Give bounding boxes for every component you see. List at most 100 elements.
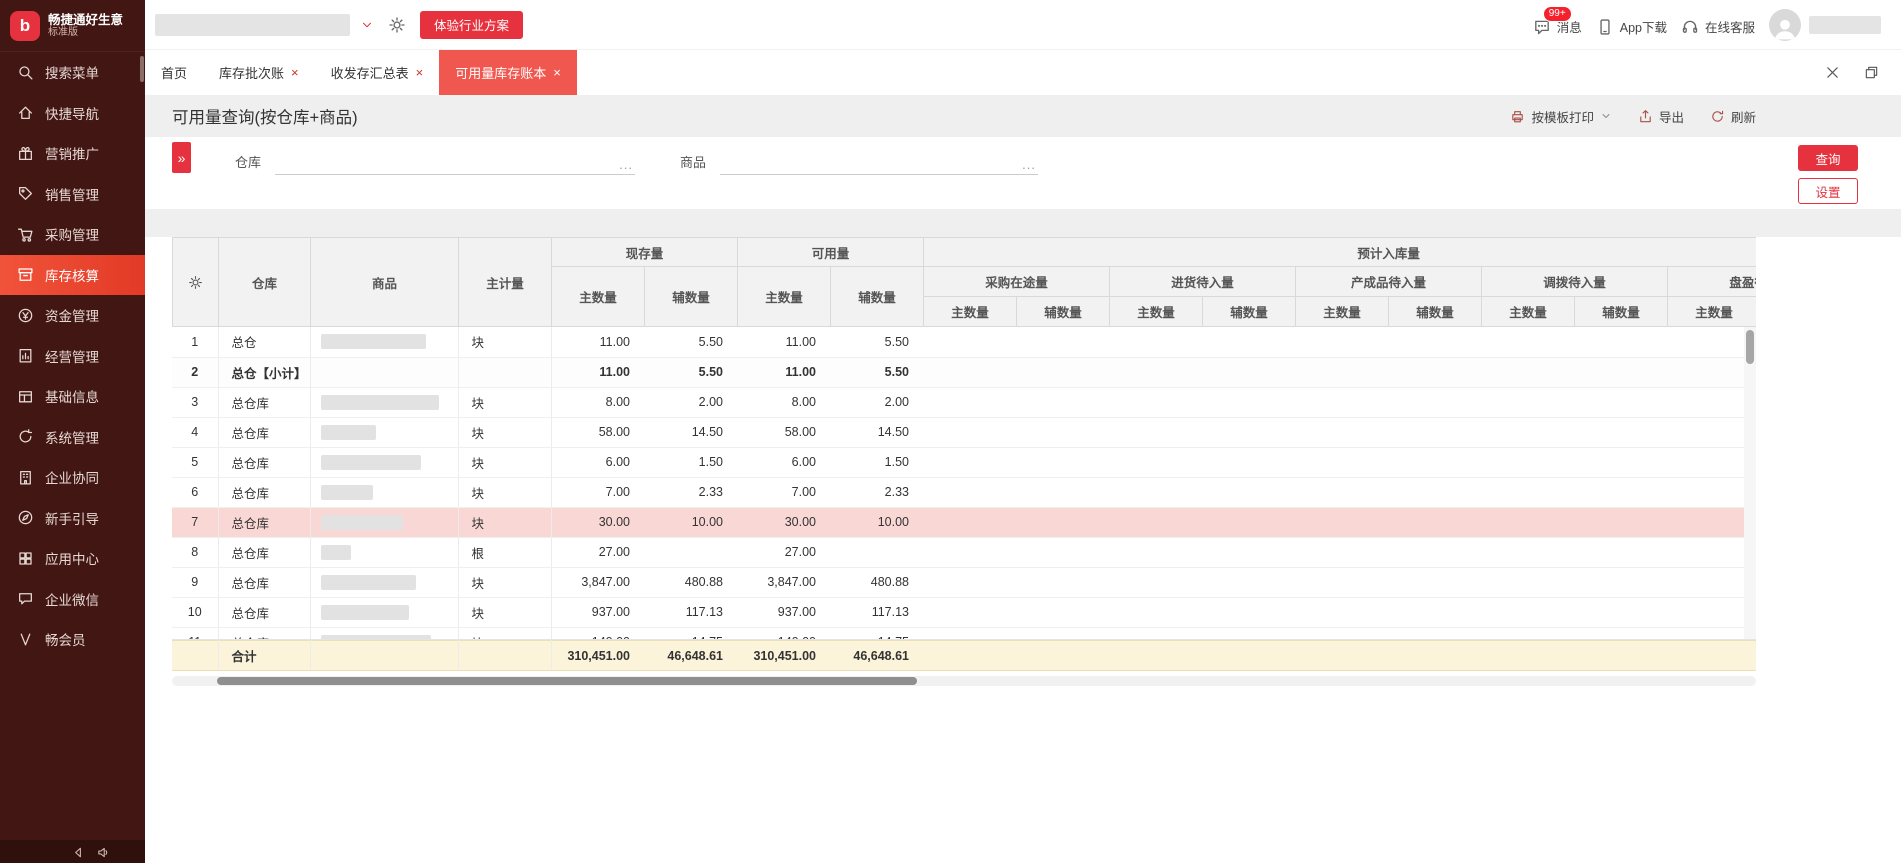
- speaker-icon[interactable]: [96, 844, 111, 859]
- column-header[interactable]: 预计入库量: [923, 237, 1756, 267]
- sidebar-item-9[interactable]: 基础信息: [0, 376, 145, 417]
- sidebar-item-3[interactable]: 营销推广: [0, 133, 145, 174]
- column-header[interactable]: 盘盈待入量: [1667, 266, 1756, 297]
- query-button[interactable]: 查询: [1798, 145, 1858, 171]
- column-header[interactable]: 辅数量: [1574, 296, 1669, 327]
- column-header[interactable]: 进货待入量: [1109, 266, 1297, 297]
- column-header[interactable]: 仓库: [218, 237, 311, 327]
- app-download-button[interactable]: App下载: [1596, 13, 1667, 36]
- tab-3[interactable]: 收发存汇总表 ×: [315, 50, 440, 95]
- column-header[interactable]: 主计量: [458, 237, 552, 327]
- sidebar-item-5[interactable]: 采购管理: [0, 214, 145, 255]
- unit-cell: 块: [458, 597, 552, 628]
- restore-window-icon[interactable]: [1864, 65, 1879, 80]
- sidebar-item-13[interactable]: 应用中心: [0, 538, 145, 579]
- print-by-template-button[interactable]: 按模板打印: [1510, 107, 1612, 126]
- sidebar-item-label: 应用中心: [45, 552, 99, 568]
- table-row[interactable]: 6 总仓库块 7.00 2.33 7.00 2.33: [172, 477, 1756, 508]
- tab-close-icon[interactable]: ×: [553, 65, 561, 80]
- column-header[interactable]: 现存量: [550, 237, 739, 267]
- table-row[interactable]: 9 总仓库块 3,847.00 480.88 3,847.00 480.88: [172, 567, 1756, 598]
- product-picker-ellipsis[interactable]: ...: [1022, 157, 1037, 172]
- org-select-redacted-value: [155, 13, 350, 36]
- table-row[interactable]: 2 总仓【小计】 11.00 5.50 11.00 5.50: [172, 357, 1756, 388]
- online-service-button[interactable]: 在线客服: [1681, 13, 1755, 36]
- messages-button[interactable]: 99+ 消息: [1533, 6, 1582, 36]
- sidebar-item-15[interactable]: 畅会员: [0, 619, 145, 660]
- close-all-tabs-icon[interactable]: [1825, 65, 1840, 80]
- user-account[interactable]: [1769, 8, 1881, 41]
- table-settings-header[interactable]: [172, 237, 219, 327]
- sidebar-item-2[interactable]: 快捷导航: [0, 93, 145, 134]
- column-header[interactable]: 辅数量: [830, 266, 925, 327]
- column-header[interactable]: 采购在途量: [923, 266, 1111, 297]
- horizontal-scrollbar[interactable]: [172, 676, 1756, 686]
- tab-1[interactable]: 首页: [145, 50, 203, 95]
- sidebar-scrollbar-thumb[interactable]: [140, 56, 144, 82]
- value-cell: 117.13: [830, 597, 923, 628]
- value-cell: [1574, 417, 1667, 448]
- settings-button[interactable]: 设置: [1798, 178, 1858, 204]
- product-cell: [310, 537, 459, 568]
- vertical-scrollbar-thumb[interactable]: [1746, 330, 1754, 364]
- table-row[interactable]: 5 总仓库块 6.00 1.50 6.00 1.50: [172, 447, 1756, 478]
- table-row[interactable]: 1 总仓块 11.00 5.50 11.00 5.50: [172, 327, 1756, 358]
- column-header[interactable]: 辅数量: [1016, 296, 1111, 327]
- vertical-scrollbar[interactable]: [1744, 327, 1756, 639]
- warehouse-filter-input[interactable]: ...: [275, 149, 636, 175]
- column-header[interactable]: 可用量: [737, 237, 925, 267]
- tab-2[interactable]: 库存批次账 ×: [203, 50, 315, 95]
- sidebar-item-4[interactable]: 销售管理: [0, 174, 145, 215]
- column-header[interactable]: 辅数量: [1388, 296, 1483, 327]
- table-row[interactable]: 8 总仓库根 27.00 27.00: [172, 537, 1756, 568]
- redacted-product: [320, 424, 376, 440]
- table-row[interactable]: 7 总仓库块 30.00 10.00 30.00 10.00: [172, 507, 1756, 538]
- sidebar-item-12[interactable]: 新手引导: [0, 498, 145, 539]
- table-row[interactable]: 4 总仓库块 58.00 14.50 58.00 14.50: [172, 417, 1756, 448]
- column-header[interactable]: 辅数量: [643, 266, 739, 327]
- sidebar-item-8[interactable]: 经营管理: [0, 336, 145, 377]
- product-cell: [310, 357, 459, 388]
- box-icon: [17, 266, 34, 283]
- filter-expander-button[interactable]: »: [172, 142, 191, 173]
- warehouse-picker-ellipsis[interactable]: ...: [619, 157, 634, 172]
- sidebar-item-14[interactable]: 企业微信: [0, 579, 145, 620]
- warehouse-cell: 总仓库: [218, 387, 311, 418]
- brand-edition: 标准版: [48, 26, 78, 38]
- value-cell: 8.00: [737, 387, 830, 418]
- table-row[interactable]: 10 总仓库块 937.00 117.13 937.00 117.13: [172, 597, 1756, 628]
- table-row[interactable]: 3 总仓库块 8.00 2.00 8.00 2.00: [172, 387, 1756, 418]
- experience-plan-button[interactable]: 体验行业方案: [420, 10, 524, 39]
- gear-icon[interactable]: [388, 16, 406, 34]
- column-header[interactable]: 调拨待入量: [1481, 266, 1669, 297]
- tab-close-icon[interactable]: ×: [291, 65, 299, 80]
- sidebar-item-6[interactable]: 库存核算: [0, 254, 145, 295]
- sidebar-item-11[interactable]: 企业协同: [0, 457, 145, 498]
- column-header[interactable]: 主数量: [1295, 296, 1390, 327]
- column-header[interactable]: 主数量: [1481, 296, 1576, 327]
- sidebar-item-10[interactable]: 系统管理: [0, 417, 145, 458]
- redacted-product: [320, 334, 426, 350]
- column-header[interactable]: 主数量: [923, 296, 1018, 327]
- tab-4[interactable]: 可用量库存账本 ×: [439, 50, 577, 95]
- tab-close-icon[interactable]: ×: [415, 65, 424, 80]
- horizontal-scrollbar-thumb[interactable]: [217, 677, 917, 685]
- column-header[interactable]: 主数量: [737, 266, 832, 327]
- column-header[interactable]: 商品: [310, 237, 459, 327]
- column-header[interactable]: 主数量: [551, 266, 645, 327]
- sidebar-item-label: 搜索菜单: [45, 66, 99, 82]
- column-header[interactable]: 主数量: [1109, 296, 1204, 327]
- collapse-left-icon[interactable]: [71, 844, 86, 859]
- column-header[interactable]: 主数量: [1667, 296, 1756, 327]
- product-filter-input[interactable]: ...: [720, 149, 1039, 175]
- sidebar-item-1[interactable]: 搜索菜单: [0, 52, 145, 93]
- refresh-button[interactable]: 刷新: [1710, 107, 1756, 126]
- total-value-cell: 310,451.00: [737, 640, 830, 671]
- column-header[interactable]: 辅数量: [1202, 296, 1297, 327]
- column-header[interactable]: 产成品待入量: [1295, 266, 1483, 297]
- product-cell: [310, 327, 459, 358]
- org-select[interactable]: [155, 13, 374, 36]
- export-button[interactable]: 导出: [1638, 107, 1684, 126]
- sidebar-item-7[interactable]: 资金管理: [0, 295, 145, 336]
